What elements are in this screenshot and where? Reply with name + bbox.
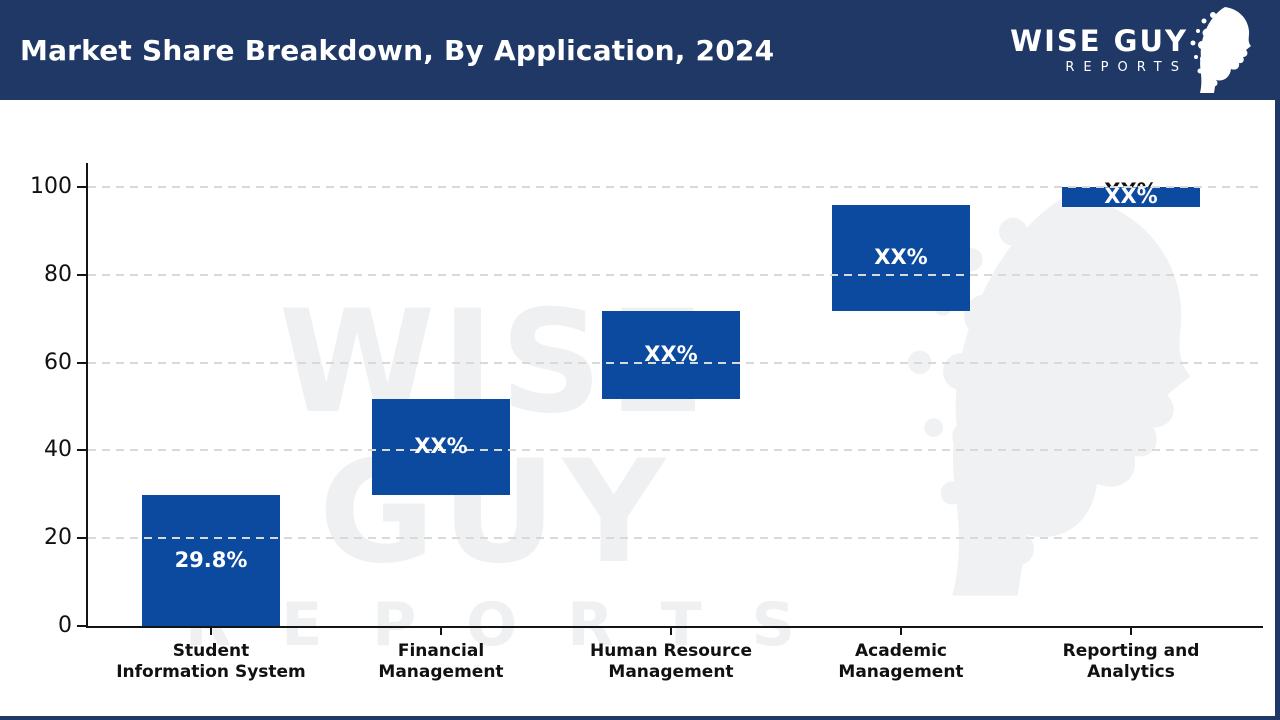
x-category-label-line: Human Resource	[589, 641, 753, 661]
x-tick-mark	[440, 627, 442, 635]
y-tick-label: 0	[58, 613, 72, 638]
frame-bottom-border	[0, 716, 1280, 720]
x-tick-mark	[210, 627, 212, 635]
y-tick-mark	[77, 625, 86, 627]
bar-value-label: 29.8%	[174, 547, 248, 572]
logo-line2: REPORTS	[1065, 59, 1188, 75]
x-category-label: Human Resource Management	[554, 641, 788, 683]
x-category-label-line: Management	[838, 662, 964, 682]
x-axis-spine	[86, 626, 1263, 628]
y-tick-label: 40	[44, 437, 72, 463]
x-category-label: Student Information System	[94, 641, 328, 683]
logo-wordmark: WISE GUY REPORTS	[1010, 26, 1188, 75]
x-category-label-line: Analytics	[1087, 662, 1175, 682]
header-bar: Market Share Breakdown, By Application, …	[0, 0, 1280, 100]
bar-value-label: XX%	[414, 433, 468, 458]
y-tick-label: 80	[44, 261, 72, 287]
y-tick-label: 20	[44, 525, 72, 551]
gridline-y-20	[88, 537, 1263, 540]
bar-3	[602, 310, 740, 399]
page-title: Market Share Breakdown, By Application, …	[20, 33, 775, 67]
x-category-label: Academic Management	[784, 641, 1018, 683]
x-tick-mark	[900, 627, 902, 635]
y-tick-label: 60	[44, 349, 72, 375]
y-axis-spine	[86, 163, 88, 628]
x-category-label-line: Financial	[397, 641, 485, 661]
bar-5	[1062, 187, 1200, 207]
frame-right-border	[1275, 0, 1280, 720]
y-tick-mark	[77, 273, 86, 276]
gridline-y-80	[88, 273, 1263, 276]
x-category-label-line: Student	[172, 641, 250, 661]
bar-1	[142, 495, 280, 626]
x-category-label: Financial Management	[324, 641, 558, 683]
gridline-y-100	[88, 186, 1263, 188]
bar-value-label: XX%	[644, 341, 698, 366]
bar-value-label: XX%	[1104, 183, 1158, 208]
gridline-y-60	[88, 361, 1263, 364]
x-category-label-line: Reporting and	[1062, 641, 1200, 661]
logo-line1: WISE GUY	[1010, 23, 1188, 58]
x-category-label: Reporting and Analytics	[1014, 641, 1248, 683]
brand-logo: WISE GUY REPORTS	[1010, 5, 1254, 95]
x-category-label-line: Management	[378, 662, 504, 682]
x-tick-mark	[670, 627, 672, 635]
y-tick-mark	[77, 449, 86, 452]
x-category-label-line: Information System	[116, 662, 306, 682]
bar-4	[832, 204, 970, 311]
y-tick-mark	[77, 361, 86, 364]
plot-area: 0 20 40 60 80 100 29.8% Student Information Syst…	[30, 163, 1263, 682]
gridline-y-40	[88, 449, 1263, 452]
bar-2	[372, 398, 510, 496]
y-tick-mark	[77, 186, 86, 188]
logo-face-icon	[1190, 7, 1251, 93]
watermark-line2: REPORTS	[185, 590, 845, 660]
y-tick-label: 100	[30, 174, 72, 199]
x-tick-mark	[1130, 627, 1132, 635]
y-tick-mark	[77, 537, 86, 540]
bar-value-label: XX%	[874, 244, 928, 269]
x-category-label-line: Academic	[854, 641, 948, 661]
x-category-label-line: Management	[608, 662, 734, 682]
